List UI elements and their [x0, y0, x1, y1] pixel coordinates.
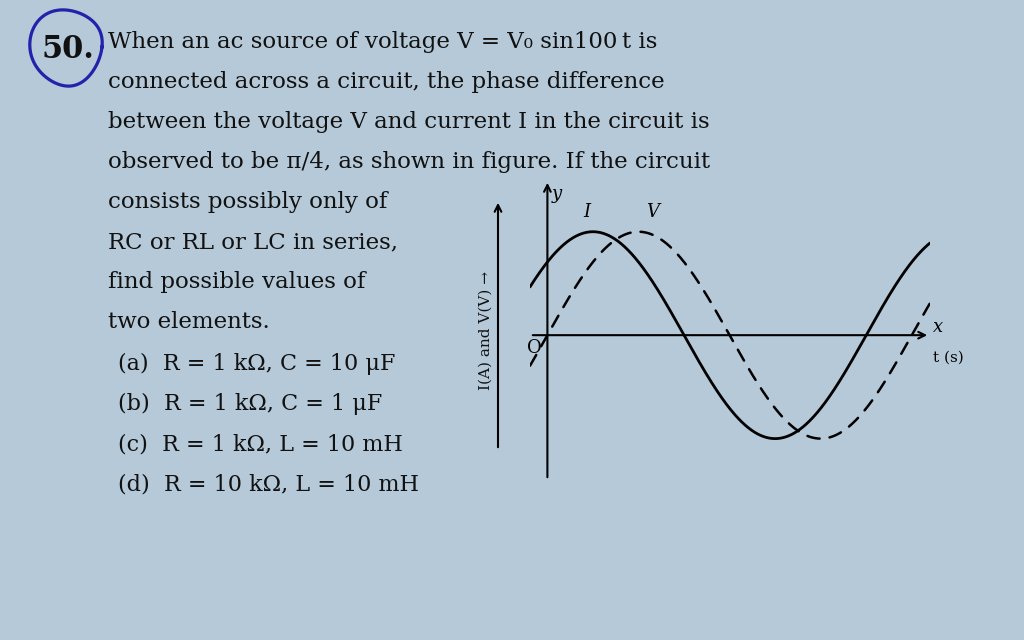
- Text: two elements.: two elements.: [108, 311, 269, 333]
- Text: x: x: [933, 318, 943, 336]
- Text: between the voltage V and current I in the circuit is: between the voltage V and current I in t…: [108, 111, 710, 133]
- Text: I(A) and V(V) →: I(A) and V(V) →: [479, 271, 493, 390]
- Text: When an ac source of voltage V = V₀ sin100 t is: When an ac source of voltage V = V₀ sin1…: [108, 31, 657, 53]
- Text: (d)  R = 10 kΩ, L = 10 mH: (d) R = 10 kΩ, L = 10 mH: [118, 473, 419, 495]
- Text: (c)  R = 1 kΩ, L = 10 mH: (c) R = 1 kΩ, L = 10 mH: [118, 433, 402, 455]
- Text: observed to be π/4, as shown in figure. If the circuit: observed to be π/4, as shown in figure. …: [108, 151, 710, 173]
- Text: I: I: [584, 204, 591, 221]
- Text: consists possibly only of: consists possibly only of: [108, 191, 387, 213]
- Text: connected across a circuit, the phase difference: connected across a circuit, the phase di…: [108, 71, 665, 93]
- Text: (a)  R = 1 kΩ, C = 10 μF: (a) R = 1 kΩ, C = 10 μF: [118, 353, 395, 375]
- Text: y: y: [552, 185, 562, 203]
- Text: find possible values of: find possible values of: [108, 271, 366, 293]
- Text: t (s): t (s): [933, 351, 964, 365]
- Text: 50.: 50.: [42, 35, 94, 65]
- Text: V: V: [646, 204, 659, 221]
- Text: (b)  R = 1 kΩ, C = 1 μF: (b) R = 1 kΩ, C = 1 μF: [118, 393, 382, 415]
- Text: RC or RL or LC in series,: RC or RL or LC in series,: [108, 231, 398, 253]
- Text: O: O: [527, 339, 542, 356]
